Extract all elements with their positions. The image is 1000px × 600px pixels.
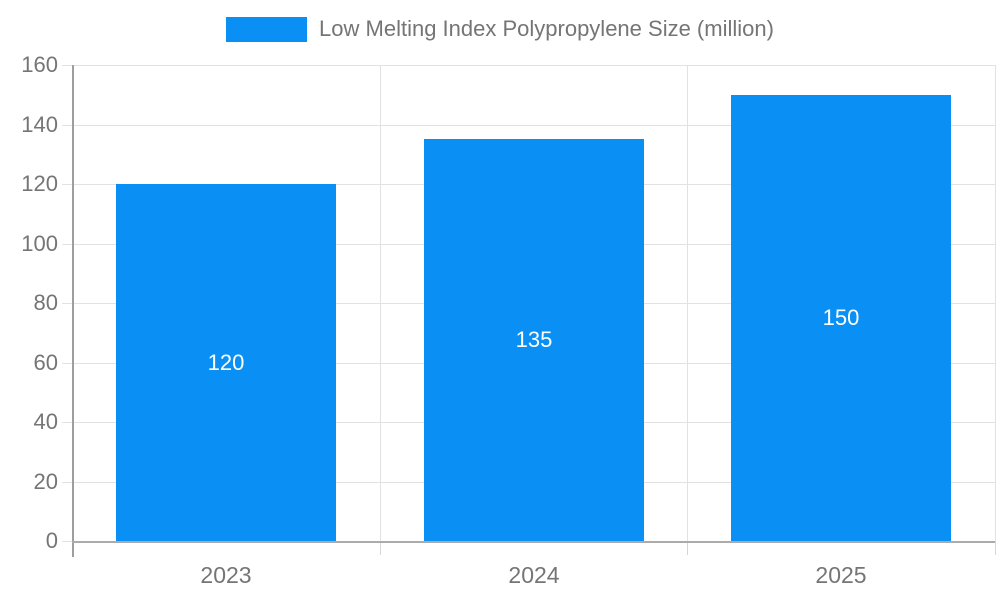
y-axis-tick-label: 20 (33, 469, 58, 494)
bar-value-label: 135 (515, 327, 553, 352)
y-axis-tick-label: 100 (21, 231, 58, 256)
legend-swatch-icon (226, 16, 308, 42)
y-axis-tick-label: 60 (33, 350, 58, 375)
category-boundary-gridline (380, 65, 381, 541)
legend-label: Low Melting Index Polypropylene Size (mi… (319, 16, 774, 41)
y-axis-tick (62, 244, 72, 245)
bar-value-label: 150 (822, 305, 860, 330)
x-axis-line (72, 541, 995, 543)
y-axis-tick-label: 140 (21, 112, 58, 137)
chart-legend: Low Melting Index Polypropylene Size (mi… (0, 16, 1000, 42)
bar-2025[interactable] (731, 95, 951, 541)
y-gridline (72, 65, 995, 66)
y-axis-tick (62, 482, 72, 483)
y-axis-tick-label: 0 (45, 528, 58, 553)
y-axis-tick (62, 363, 72, 364)
bar-2023[interactable] (116, 184, 336, 541)
x-axis-tick (380, 541, 381, 555)
y-axis-tick-label: 120 (21, 171, 58, 196)
y-axis-tick-label: 80 (33, 290, 58, 315)
y-axis-tick-label: 40 (33, 409, 58, 434)
category-boundary-gridline (687, 65, 688, 541)
x-axis-tick (995, 541, 996, 555)
y-axis-tick (62, 184, 72, 185)
y-axis-tick-label: 160 (21, 52, 58, 77)
y-gridline (72, 125, 995, 126)
y-axis-tick (62, 303, 72, 304)
category-boundary-gridline (995, 65, 996, 541)
x-axis-tick-label: 2023 (200, 562, 252, 588)
y-axis-tick (62, 125, 72, 126)
bar-value-label: 120 (207, 350, 245, 375)
x-axis-tick-label: 2025 (815, 562, 867, 588)
x-axis-tick-label: 2024 (508, 562, 560, 588)
y-axis-tick (62, 422, 72, 423)
x-axis-tick (687, 541, 688, 555)
y-axis-tick (62, 65, 72, 66)
bar-2024[interactable] (424, 139, 644, 541)
y-axis-tick (62, 541, 72, 542)
y-axis-line (72, 65, 74, 557)
